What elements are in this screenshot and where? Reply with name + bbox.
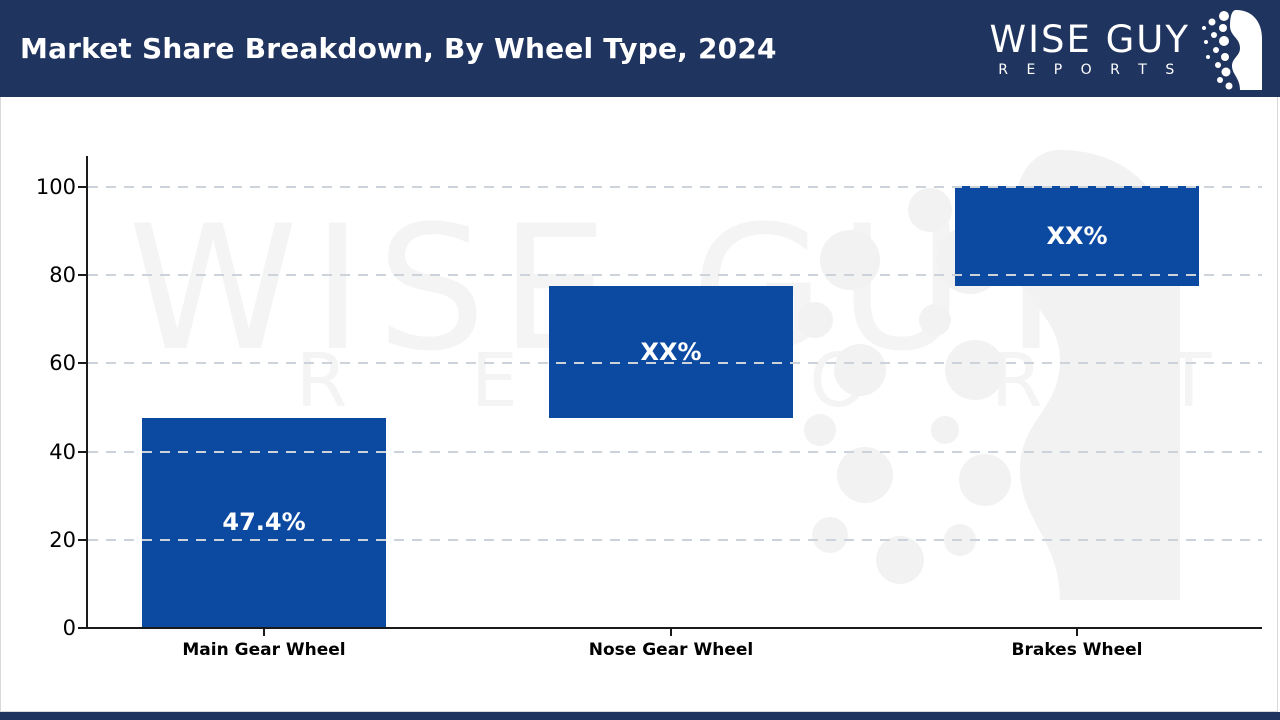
bar-segment [142,417,386,627]
gridline [88,186,1262,188]
bar-value-label: XX% [1046,221,1108,250]
dotted-head-icon [1202,9,1262,90]
brand-subtitle: R E P O R T S [998,61,1182,78]
y-tick-label: 100 [35,175,76,199]
page-title: Market Share Breakdown, By Wheel Type, 2… [20,32,777,65]
brand-name: WISE GUY [989,17,1190,61]
bar-value-label: XX% [640,337,702,366]
bar-value-label: 47.4% [222,508,306,537]
y-tick-mark [78,450,86,453]
x-category-label: Main Gear Wheel [182,640,346,660]
x-axis-spine [86,627,1262,629]
x-tick-mark [263,629,265,636]
x-category-label: Brakes Wheel [1011,640,1143,660]
gridline [88,362,1262,365]
y-tick-label: 40 [49,439,76,464]
gridline [88,450,1262,453]
x-category-label: Nose Gear Wheel [588,640,754,660]
brand-logo-text: WISE GUY R E P O R T S [990,21,1190,77]
bar-segment [549,285,793,418]
y-tick-label: 80 [49,263,76,288]
y-tick-label: 20 [49,527,76,552]
y-tick-mark [78,627,86,629]
header-band: Market Share Breakdown, By Wheel Type, 2… [0,0,1280,97]
y-tick-label: 60 [49,351,76,376]
bar-segment [955,186,1199,286]
y-tick-mark [78,274,86,277]
x-tick-mark [1076,629,1078,636]
y-tick-mark [78,362,86,365]
y-tick-mark [78,186,86,188]
footer-band [0,712,1280,720]
gridline [88,274,1262,277]
x-tick-mark [670,629,672,636]
y-axis-spine [86,156,88,629]
gridline [88,538,1262,541]
brand-logo: WISE GUY R E P O R T S [990,0,1262,97]
y-tick-mark [78,538,86,541]
y-tick-label: 0 [62,616,76,640]
